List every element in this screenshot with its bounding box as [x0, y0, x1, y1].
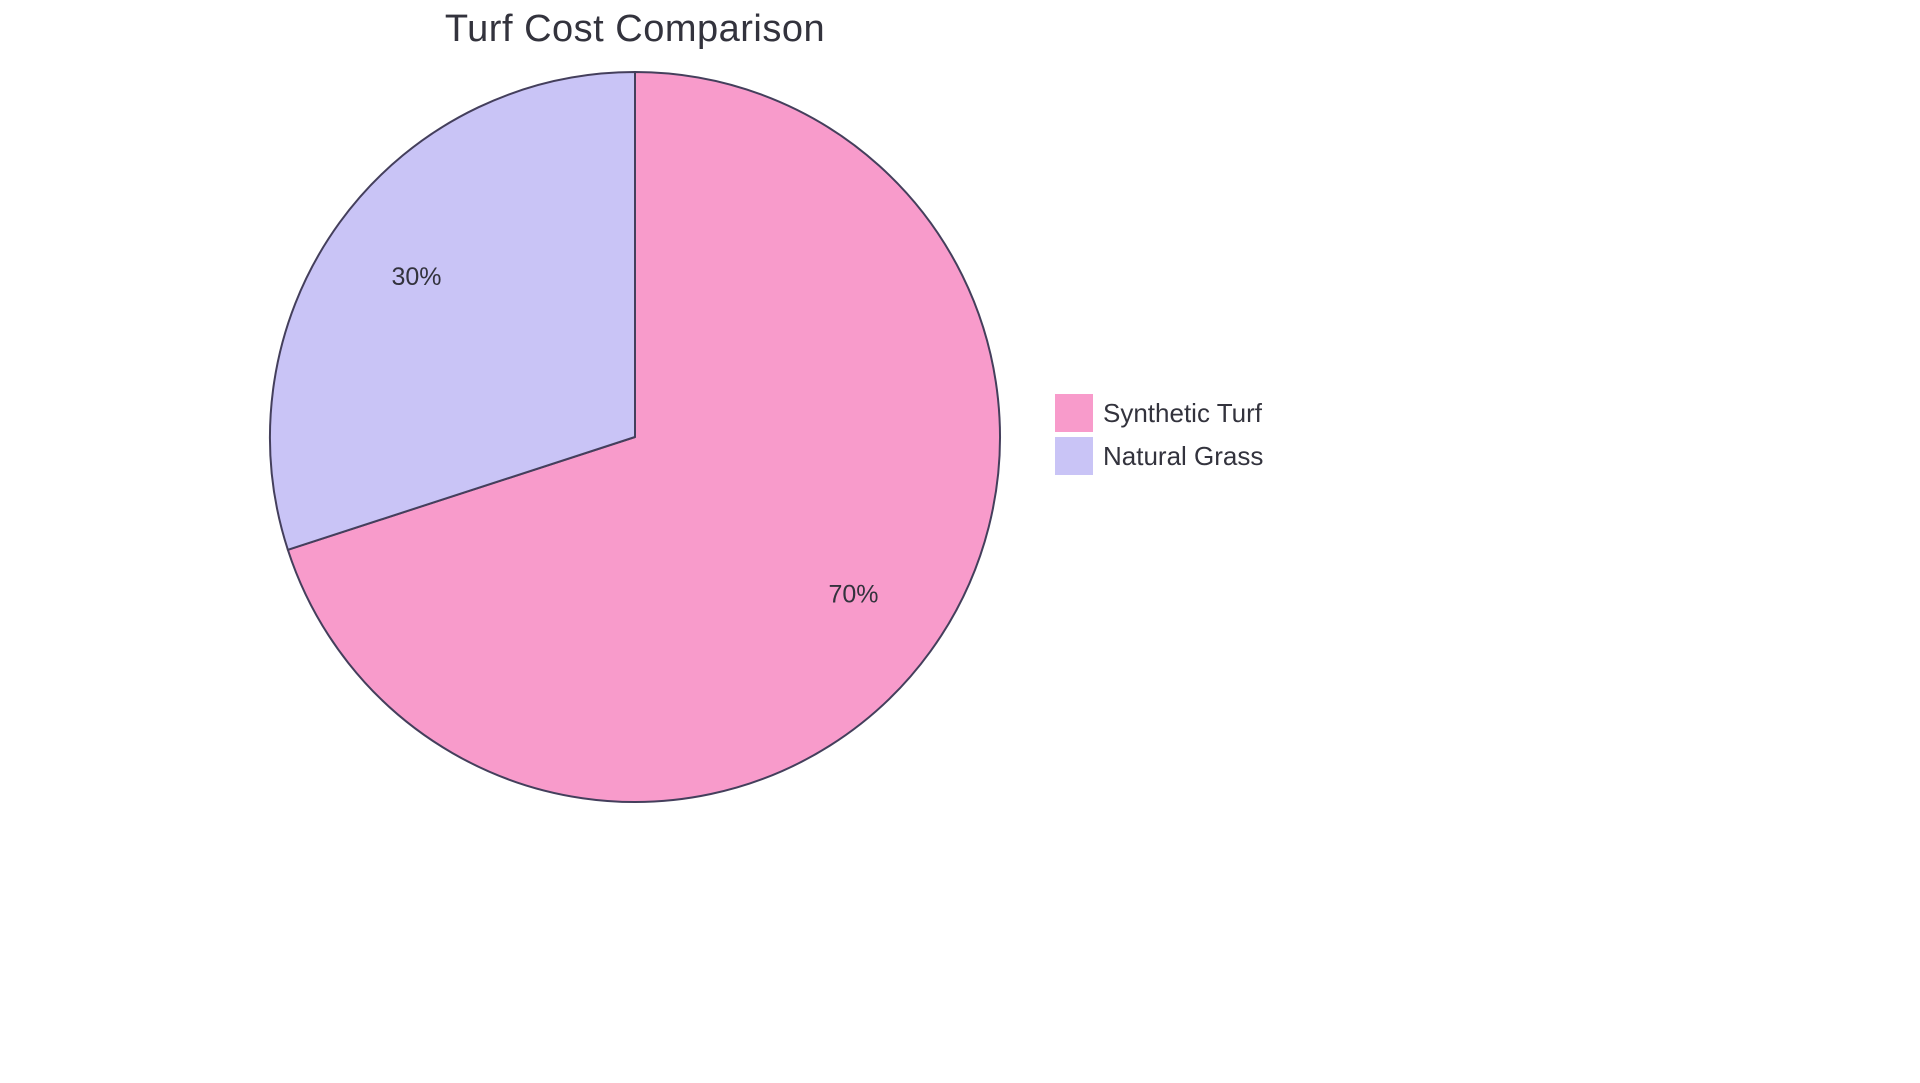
chart-title: Turf Cost Comparison — [444, 8, 826, 50]
pie-slice-percent-label-synthetic-turf: 70% — [828, 580, 878, 608]
legend: Synthetic Turf Natural Grass — [1055, 394, 1263, 475]
pie-slice-synthetic-turf — [286, 71, 1001, 803]
pie-slice-percent-label-natural-grass: 30% — [391, 263, 441, 291]
legend-swatch-natural-grass — [1055, 437, 1093, 475]
legend-label-synthetic-turf: Synthetic Turf — [1103, 397, 1262, 428]
legend-label-natural-grass: Natural Grass — [1103, 440, 1264, 471]
legend-item-natural-grass: Natural Grass — [1055, 437, 1263, 475]
pie-slice-natural-grass — [269, 71, 636, 551]
legend-item-synthetic-turf: Synthetic Turf — [1055, 394, 1263, 432]
legend-swatch-synthetic-turf — [1055, 394, 1093, 432]
